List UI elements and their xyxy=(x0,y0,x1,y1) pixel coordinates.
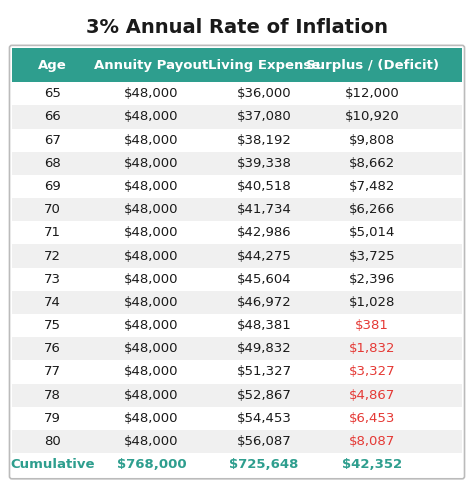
Text: $48,000: $48,000 xyxy=(124,110,179,123)
Text: $48,000: $48,000 xyxy=(124,296,179,309)
Text: $10,920: $10,920 xyxy=(345,110,400,123)
Bar xyxy=(12,244,462,268)
Text: $45,604: $45,604 xyxy=(237,273,292,286)
Text: Age: Age xyxy=(38,58,67,72)
Bar xyxy=(12,175,462,198)
Bar xyxy=(12,291,462,314)
Text: $41,734: $41,734 xyxy=(237,203,292,216)
Bar xyxy=(12,407,462,430)
Text: 65: 65 xyxy=(44,87,61,100)
Text: $48,000: $48,000 xyxy=(124,435,179,448)
Text: $40,518: $40,518 xyxy=(237,180,292,193)
Text: $6,453: $6,453 xyxy=(349,412,395,425)
Bar xyxy=(12,198,462,221)
Text: 70: 70 xyxy=(44,203,61,216)
Text: 75: 75 xyxy=(44,319,61,332)
Text: $48,381: $48,381 xyxy=(237,319,292,332)
Text: $381: $381 xyxy=(355,319,389,332)
Text: $56,087: $56,087 xyxy=(237,435,292,448)
Text: $1,832: $1,832 xyxy=(349,342,395,355)
Text: $48,000: $48,000 xyxy=(124,157,179,170)
Text: $7,482: $7,482 xyxy=(349,180,395,193)
Text: Surplus / (Deficit): Surplus / (Deficit) xyxy=(306,58,438,72)
Text: 69: 69 xyxy=(44,180,61,193)
Bar xyxy=(12,48,462,82)
Text: $38,192: $38,192 xyxy=(237,134,292,147)
Text: 73: 73 xyxy=(44,273,61,286)
Text: 79: 79 xyxy=(44,412,61,425)
Text: $48,000: $48,000 xyxy=(124,87,179,100)
Bar xyxy=(12,152,462,175)
Text: $6,266: $6,266 xyxy=(349,203,395,216)
Bar xyxy=(12,453,462,476)
Text: $9,808: $9,808 xyxy=(349,134,395,147)
Text: $48,000: $48,000 xyxy=(124,180,179,193)
Text: $5,014: $5,014 xyxy=(349,226,395,239)
Bar xyxy=(12,430,462,453)
Text: $46,972: $46,972 xyxy=(237,296,292,309)
Text: $768,000: $768,000 xyxy=(117,458,186,471)
Text: $52,867: $52,867 xyxy=(237,389,292,402)
Text: $48,000: $48,000 xyxy=(124,226,179,239)
Bar xyxy=(12,360,462,384)
Bar xyxy=(12,268,462,291)
Text: 66: 66 xyxy=(44,110,61,123)
Text: $3,327: $3,327 xyxy=(349,365,395,379)
Text: $48,000: $48,000 xyxy=(124,134,179,147)
Text: $48,000: $48,000 xyxy=(124,342,179,355)
Text: $48,000: $48,000 xyxy=(124,319,179,332)
Text: 72: 72 xyxy=(44,249,61,263)
Text: $44,275: $44,275 xyxy=(237,249,292,263)
Text: 77: 77 xyxy=(44,365,61,379)
Text: 3% Annual Rate of Inflation: 3% Annual Rate of Inflation xyxy=(86,18,388,37)
Bar xyxy=(12,314,462,337)
Text: $51,327: $51,327 xyxy=(237,365,292,379)
Text: 74: 74 xyxy=(44,296,61,309)
Text: Annuity Payout: Annuity Payout xyxy=(94,58,209,72)
Text: $36,000: $36,000 xyxy=(237,87,292,100)
Text: $49,832: $49,832 xyxy=(237,342,292,355)
Text: $42,352: $42,352 xyxy=(342,458,402,471)
Bar xyxy=(12,384,462,407)
Text: $48,000: $48,000 xyxy=(124,273,179,286)
Text: $1,028: $1,028 xyxy=(349,296,395,309)
Text: $48,000: $48,000 xyxy=(124,365,179,379)
Text: $48,000: $48,000 xyxy=(124,412,179,425)
Text: $12,000: $12,000 xyxy=(345,87,400,100)
Text: 76: 76 xyxy=(44,342,61,355)
Text: $48,000: $48,000 xyxy=(124,203,179,216)
Text: 68: 68 xyxy=(44,157,61,170)
Text: $8,662: $8,662 xyxy=(349,157,395,170)
Text: $42,986: $42,986 xyxy=(237,226,292,239)
Text: $39,338: $39,338 xyxy=(237,157,292,170)
Text: 80: 80 xyxy=(44,435,61,448)
Text: Cumulative: Cumulative xyxy=(10,458,95,471)
Bar xyxy=(12,82,462,105)
Text: $4,867: $4,867 xyxy=(349,389,395,402)
Text: $725,648: $725,648 xyxy=(229,458,299,471)
Text: $2,396: $2,396 xyxy=(349,273,395,286)
Bar xyxy=(12,337,462,360)
Text: $48,000: $48,000 xyxy=(124,249,179,263)
Text: 67: 67 xyxy=(44,134,61,147)
Text: $54,453: $54,453 xyxy=(237,412,292,425)
Text: $3,725: $3,725 xyxy=(349,249,395,263)
Text: Living Expense: Living Expense xyxy=(208,58,320,72)
Bar xyxy=(12,105,462,129)
Text: $37,080: $37,080 xyxy=(237,110,292,123)
Text: $8,087: $8,087 xyxy=(349,435,395,448)
Bar xyxy=(12,221,462,244)
Bar xyxy=(12,129,462,152)
Text: 78: 78 xyxy=(44,389,61,402)
Text: $48,000: $48,000 xyxy=(124,389,179,402)
Text: 71: 71 xyxy=(44,226,61,239)
